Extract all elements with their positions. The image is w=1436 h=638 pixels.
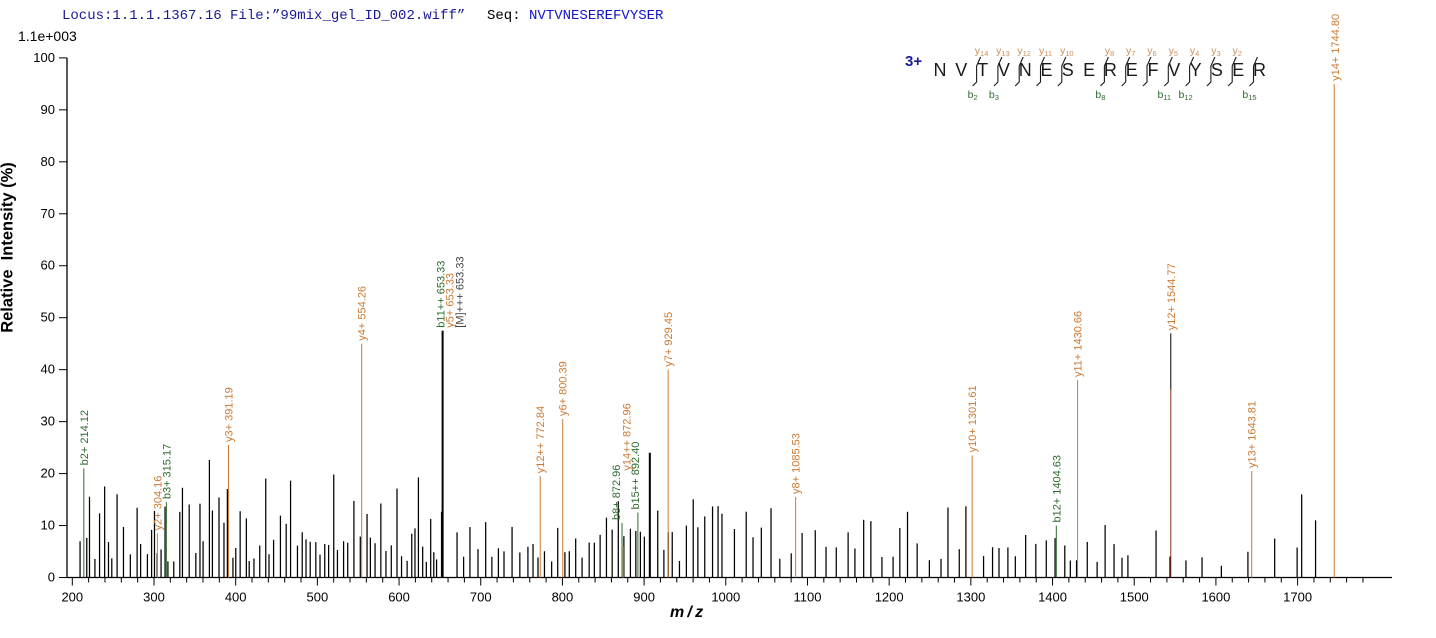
svg-text:200: 200	[61, 590, 83, 605]
svg-text:20: 20	[41, 466, 55, 481]
svg-text:b12+ 1404.63: b12+ 1404.63	[1051, 455, 1063, 523]
svg-text:b3: b3	[989, 89, 999, 102]
svg-text:1700: 1700	[1283, 590, 1312, 605]
svg-text:80: 80	[41, 154, 55, 169]
svg-text:700: 700	[470, 590, 492, 605]
svg-text:90: 90	[41, 102, 55, 117]
svg-text:10: 10	[41, 518, 55, 533]
svg-text:b11: b11	[1157, 89, 1171, 102]
svg-text:y4: y4	[1190, 45, 1199, 58]
svg-text:1500: 1500	[1120, 590, 1149, 605]
svg-text:y12: y12	[1017, 45, 1031, 58]
svg-text:0: 0	[48, 570, 55, 585]
svg-text:y4+ 554.26: y4+ 554.26	[357, 286, 369, 341]
svg-text:y12++ 772.84: y12++ 772.84	[535, 406, 547, 473]
svg-text:y10: y10	[1060, 45, 1074, 58]
svg-text:y7: y7	[1126, 45, 1135, 58]
svg-text:3+: 3+	[905, 53, 922, 70]
svg-text:300: 300	[143, 590, 165, 605]
svg-text:y2: y2	[1232, 45, 1241, 58]
svg-text:y6: y6	[1147, 45, 1156, 58]
svg-text:y12+ 1544.77: y12+ 1544.77	[1166, 263, 1178, 330]
svg-text:70: 70	[41, 206, 55, 221]
svg-text:y13: y13	[996, 45, 1010, 58]
svg-text:F: F	[1148, 60, 1159, 80]
svg-text:1600: 1600	[1201, 590, 1230, 605]
svg-text:y3: y3	[1211, 45, 1220, 58]
svg-text:y14: y14	[975, 45, 989, 58]
svg-text:50: 50	[41, 310, 55, 325]
svg-text:1300: 1300	[956, 590, 985, 605]
svg-text:b8+ 872.96: b8+ 872.96	[611, 465, 623, 520]
svg-text:y3+ 391.19: y3+ 391.19	[223, 387, 235, 442]
svg-text:b15: b15	[1242, 89, 1256, 102]
svg-text:800: 800	[552, 590, 574, 605]
svg-text:400: 400	[225, 590, 247, 605]
svg-text:y11+ 1430.66: y11+ 1430.66	[1073, 311, 1085, 377]
svg-text:1100: 1100	[793, 590, 821, 605]
svg-text:1000: 1000	[711, 590, 740, 605]
svg-text:V: V	[955, 60, 967, 80]
svg-text:500: 500	[307, 590, 329, 605]
svg-text:y11: y11	[1039, 45, 1052, 58]
svg-text:b12: b12	[1179, 89, 1193, 102]
svg-text:N: N	[934, 60, 947, 80]
svg-text:y14+ 1744.80: y14+ 1744.80	[1330, 14, 1342, 81]
svg-text:b2+ 214.12: b2+ 214.12	[79, 410, 91, 465]
svg-text:b8: b8	[1095, 89, 1105, 102]
svg-text:30: 30	[41, 414, 55, 429]
svg-text:y8+ 1085.53: y8+ 1085.53	[791, 433, 803, 494]
svg-text:y10+ 1301.61: y10+ 1301.61	[967, 385, 979, 452]
svg-text:600: 600	[388, 590, 410, 605]
svg-text:b15++ 892.40: b15++ 892.40	[630, 442, 642, 510]
svg-text:60: 60	[41, 258, 55, 273]
svg-text:40: 40	[41, 362, 55, 377]
svg-text:b3+ 315.17: b3+ 315.17	[161, 444, 173, 499]
svg-text:b2: b2	[968, 89, 978, 102]
svg-text:100: 100	[33, 50, 55, 65]
svg-text:y5: y5	[1169, 45, 1178, 58]
svg-text:1400: 1400	[1038, 590, 1067, 605]
svg-text:y13+ 1643.81: y13+ 1643.81	[1247, 401, 1259, 468]
svg-text:E: E	[1083, 60, 1095, 80]
svg-text:y8: y8	[1105, 45, 1114, 58]
svg-text:900: 900	[633, 590, 655, 605]
svg-text:y7+ 929.45: y7+ 929.45	[663, 312, 675, 367]
svg-text:T: T	[977, 60, 988, 80]
svg-text:1200: 1200	[875, 590, 904, 605]
svg-text:[M]+++ 653.33: [M]+++ 653.33	[455, 256, 467, 327]
svg-text:y6+ 800.39: y6+ 800.39	[558, 361, 570, 416]
